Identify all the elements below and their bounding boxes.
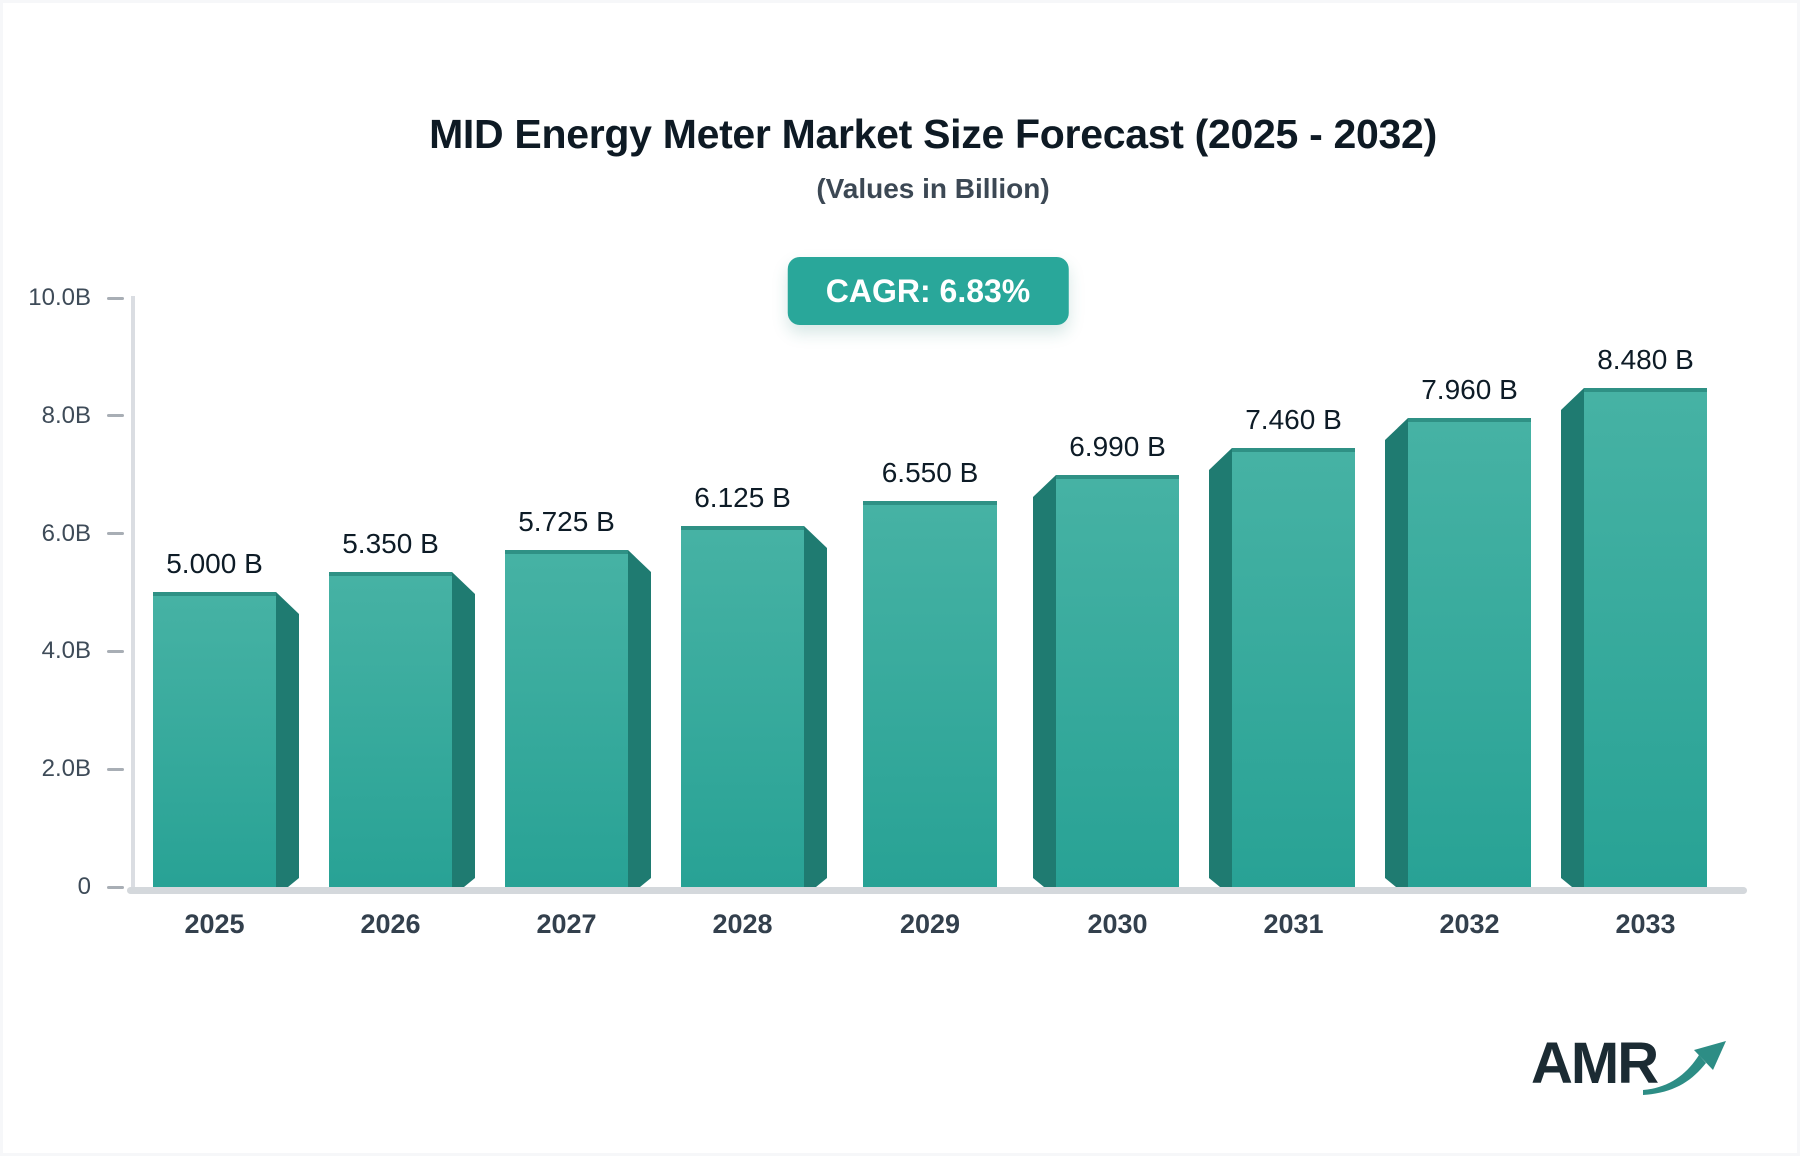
y-axis-line xyxy=(131,296,135,889)
bars-container: 5.000 B 2025 5.350 B 2026 5.725 B 2027 6.125 B… xyxy=(153,298,1707,939)
y-tick-label: 10.0B xyxy=(28,284,91,311)
y-tick-label: 8.0B xyxy=(41,401,91,429)
bar-2030: 6.990 B 2030 xyxy=(1033,431,1179,939)
bar-value-label: 5.000 B xyxy=(166,548,263,579)
bar-face xyxy=(681,526,804,887)
y-tick-mark xyxy=(107,296,124,300)
y-tick-label: 2.0B xyxy=(41,755,91,783)
x-axis-line xyxy=(127,887,1747,894)
bar-2032: 7.960 B 2032 xyxy=(1385,374,1531,939)
chart-subtitle: (Values in Billion) xyxy=(816,173,1050,204)
bar-2025: 5.000 B 2025 xyxy=(153,548,299,939)
bar-side-shade xyxy=(276,592,299,887)
bar-value-label: 5.350 B xyxy=(342,528,439,559)
bar-side-shade xyxy=(1033,475,1056,887)
bar-value-label: 6.550 B xyxy=(881,457,979,488)
bar-side-shade xyxy=(1385,418,1408,887)
bar-value-label: 6.125 B xyxy=(694,482,791,513)
bar-2026: 5.350 B 2026 xyxy=(329,528,475,939)
x-axis-label: 2025 xyxy=(184,909,245,939)
bar-2029: 6.550 B 2029 xyxy=(857,457,1003,939)
amr-logo: AMR xyxy=(1531,1035,1733,1099)
growth-arrow-icon xyxy=(1643,1041,1727,1095)
x-axis-label: 2029 xyxy=(899,909,961,939)
bar-2028: 6.125 B 2028 xyxy=(681,482,827,939)
bar-value-label: 7.960 B xyxy=(1421,374,1518,405)
x-axis-label: 2032 xyxy=(1439,909,1500,939)
x-axis-label: 2031 xyxy=(1263,909,1324,939)
y-tick-mark xyxy=(107,649,124,653)
bar-2027: 5.725 B 2027 xyxy=(505,506,651,939)
cagr-badge: CAGR: 6.83% xyxy=(787,257,1069,325)
y-tick-mark xyxy=(107,885,124,889)
chart-card: MID Energy Meter Market Size Forecast (2… xyxy=(3,3,1797,1153)
bar-value-label: 6.990 B xyxy=(1069,431,1166,462)
bar-face xyxy=(1408,418,1531,887)
bar-face xyxy=(329,572,452,887)
bar-2031: 7.460 B 2031 xyxy=(1209,404,1355,939)
bar-value-label: 8.480 B xyxy=(1597,344,1694,375)
bar-value-label: 7.460 B xyxy=(1245,404,1342,435)
chart-title: MID Energy Meter Market Size Forecast (2… xyxy=(429,111,1437,157)
bar-face xyxy=(1232,448,1355,887)
x-axis-label: 2030 xyxy=(1087,909,1148,939)
y-tick-label: 0 xyxy=(77,873,91,900)
x-axis-label: 2028 xyxy=(712,909,773,939)
y-tick-label: 6.0B xyxy=(41,519,91,547)
x-axis-label: 2027 xyxy=(536,909,597,939)
bar-face xyxy=(1056,475,1179,887)
bar-side-shade xyxy=(1561,388,1584,887)
bar-side-shade xyxy=(452,572,475,887)
bar-side-shade xyxy=(628,550,651,887)
bar-value-label: 5.725 B xyxy=(518,506,615,537)
y-tick-label: 4.0B xyxy=(41,637,91,665)
bar-face xyxy=(505,550,628,887)
bar-side-shade xyxy=(1209,448,1232,887)
y-tick-mark xyxy=(107,767,124,771)
x-axis-label: 2033 xyxy=(1615,909,1676,939)
y-tick-mark xyxy=(107,414,124,418)
y-tick-mark xyxy=(107,532,124,536)
bar-face xyxy=(863,501,997,887)
bar-face xyxy=(153,592,276,887)
amr-logo-text: AMR xyxy=(1531,1031,1659,1096)
bar-face xyxy=(1584,388,1707,887)
x-axis-label: 2026 xyxy=(360,909,421,939)
bar-side-shade xyxy=(804,526,827,887)
plot-area: 10.0B 8.0B 6.0B 4.0B 2.0B 0 5.000 B 2025 5.350 … xyxy=(3,3,1797,1153)
bar-2033: 8.480 B 2033 xyxy=(1561,344,1707,939)
